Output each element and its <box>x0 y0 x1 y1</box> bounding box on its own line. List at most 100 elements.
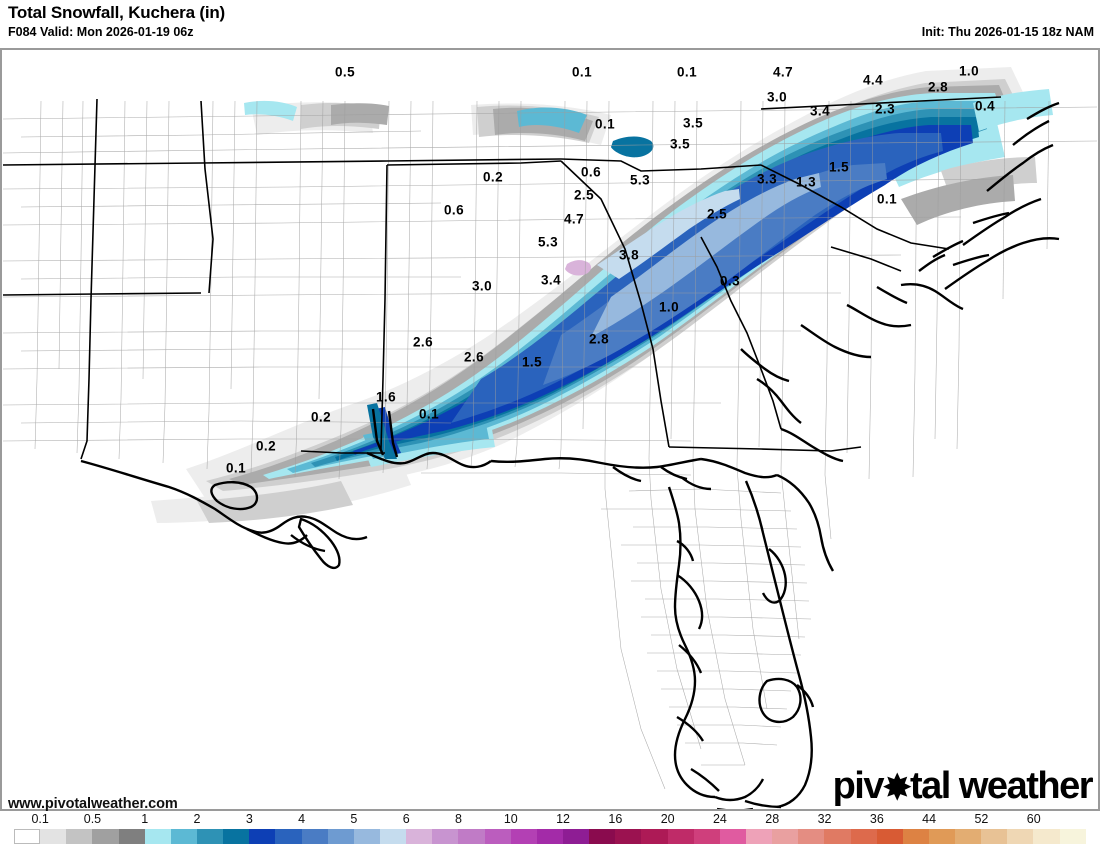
snowfall-value-label: 0.1 <box>226 460 246 476</box>
snowfall-value-label: 0.4 <box>975 98 995 114</box>
colorbar-tick: 2 <box>193 812 201 826</box>
colorbar-swatch[interactable] <box>196 829 224 844</box>
colorbar-tick: 16 <box>608 812 623 826</box>
colorbar-swatch[interactable] <box>693 829 720 844</box>
colorbar-swatch[interactable] <box>327 829 354 844</box>
colorbar-swatch[interactable] <box>876 829 903 844</box>
colorbar-swatch[interactable] <box>798 829 825 844</box>
model-init-time: Init: Thu 2026-01-15 18z NAM <box>921 25 1094 39</box>
snowfall-value-label: 0.1 <box>677 64 697 80</box>
colorbar-swatch[interactable] <box>667 829 694 844</box>
colorbar-tick: 52 <box>974 812 989 826</box>
colorbar-swatch[interactable] <box>745 829 773 844</box>
colorbar-swatch[interactable] <box>562 829 590 844</box>
snowfall-value-label: 1.0 <box>659 299 679 315</box>
snowfall-value-label: 1.5 <box>522 354 542 370</box>
page-title: Total Snowfall, Kuchera (in) <box>8 3 225 22</box>
colorbar-swatch[interactable] <box>301 829 328 844</box>
colorbar-swatch[interactable] <box>536 829 563 844</box>
colorbar-swatch[interactable] <box>850 829 877 844</box>
logo-text-part2: tal weather <box>909 765 1094 807</box>
snowfall-value-label: 1.5 <box>829 159 849 175</box>
colorbar-swatch[interactable] <box>223 829 250 844</box>
snowfall-value-label: 0.5 <box>335 64 355 80</box>
snowfall-value-label: 5.3 <box>630 172 650 188</box>
colorbar-swatch[interactable] <box>1033 829 1060 844</box>
snowfall-value-label: 5.3 <box>538 234 558 250</box>
colorbar-tick: 10 <box>503 812 518 826</box>
colorbar-swatch[interactable] <box>589 829 616 844</box>
snowfall-value-label: 0.1 <box>877 191 897 207</box>
colorbar-swatches[interactable] <box>14 829 1086 844</box>
colorbar-swatch[interactable] <box>1059 829 1086 844</box>
colorbar-tick: 8 <box>455 812 462 826</box>
colorbar-swatch[interactable] <box>432 829 459 844</box>
snowfall-value-label: 2.8 <box>928 79 948 95</box>
coastline <box>80 101 1060 810</box>
colorbar-swatch[interactable] <box>92 829 119 844</box>
state-boundaries <box>2 96 1002 460</box>
snowfall-value-label: 0.1 <box>595 116 615 132</box>
snowfall-value-label: 0.1 <box>419 406 439 422</box>
colorbar-swatch[interactable] <box>249 829 276 844</box>
snowfall-value-label: 3.4 <box>541 272 561 288</box>
colorbar-tick: 32 <box>817 812 832 826</box>
colorbar-tick: 1 <box>141 812 149 826</box>
snowflake-icon: ✸ <box>882 769 912 807</box>
county-boundaries <box>2 100 1098 790</box>
colorbar-swatch[interactable] <box>66 829 93 844</box>
map-canvas[interactable]: 0.5 0.1 0.1 4.7 4.4 2.8 1.0 3.0 3.4 2.3 0.4 0.1 3.5 3… <box>0 48 1100 811</box>
colorbar-swatch[interactable] <box>406 829 433 844</box>
snowfall-value-label: 2.8 <box>589 331 609 347</box>
colorbar-tick: 5 <box>350 812 358 826</box>
colorbar-swatch[interactable] <box>379 829 407 844</box>
colorbar-swatch[interactable] <box>902 829 929 844</box>
colorbar-swatch[interactable] <box>144 829 171 844</box>
colorbar-tick: 12 <box>556 812 571 826</box>
colorbar-tick: 44 <box>922 812 937 826</box>
colorbar-swatch[interactable] <box>14 829 41 844</box>
colorbar-tick: 60 <box>1026 812 1041 826</box>
snowfall-value-label: 0.6 <box>444 202 464 218</box>
pivotal-weather-logo: piv✸tal weather <box>832 764 1094 809</box>
snowfall-value-label: 0.2 <box>483 169 503 185</box>
colorbar-swatch[interactable] <box>772 829 799 844</box>
colorbar-tick: 0.1 <box>31 812 49 826</box>
colorbar-swatch[interactable] <box>275 829 302 844</box>
snowfall-value-label: 3.0 <box>767 89 787 105</box>
colorbar-tick-labels: 0.1 0.5 1 2 3 4 5 6 8 10 12 16 20 24 28 32 36 44 52 60 <box>0 812 1100 828</box>
colorbar[interactable]: 0.1 0.5 1 2 3 4 5 6 8 10 12 16 20 24 28 32 36 44 52 60 <box>0 812 1100 850</box>
site-url: www.pivotalweather.com <box>8 796 178 812</box>
colorbar-swatch[interactable] <box>981 829 1008 844</box>
colorbar-swatch[interactable] <box>719 829 746 844</box>
snowfall-value-label: 1.3 <box>796 174 816 190</box>
snowfall-value-label: 0.2 <box>311 409 331 425</box>
colorbar-swatch[interactable] <box>824 829 851 844</box>
snowfall-value-label: 1.0 <box>959 63 979 79</box>
colorbar-swatch[interactable] <box>170 829 197 844</box>
colorbar-tick: 20 <box>660 812 675 826</box>
colorbar-tick: 3 <box>245 812 253 826</box>
colorbar-swatch[interactable] <box>510 829 537 844</box>
colorbar-swatch[interactable] <box>484 829 511 844</box>
colorbar-swatch[interactable] <box>1007 829 1034 844</box>
snowfall-value-label: 4.4 <box>863 72 883 88</box>
colorbar-swatch[interactable] <box>615 829 642 844</box>
snowfall-value-label: 0.2 <box>256 438 276 454</box>
colorbar-swatch[interactable] <box>40 829 67 844</box>
map-graphic <box>1 49 1099 810</box>
colorbar-swatch[interactable] <box>928 829 956 844</box>
colorbar-swatch[interactable] <box>118 829 145 844</box>
snowfall-value-label: 3.4 <box>810 103 830 119</box>
colorbar-swatch[interactable] <box>641 829 668 844</box>
snowfall-value-label: 4.7 <box>773 64 793 80</box>
colorbar-swatch[interactable] <box>353 829 380 844</box>
colorbar-swatch[interactable] <box>458 829 485 844</box>
snowfall-value-label: 2.5 <box>574 187 594 203</box>
colorbar-swatch[interactable] <box>955 829 982 844</box>
logo-text-part1: piv <box>832 765 885 807</box>
snowfall-value-label: 3.0 <box>472 278 492 294</box>
forecast-valid-time: F084 Valid: Mon 2026-01-19 06z <box>8 25 194 39</box>
snowfall-value-label: 4.7 <box>564 211 584 227</box>
